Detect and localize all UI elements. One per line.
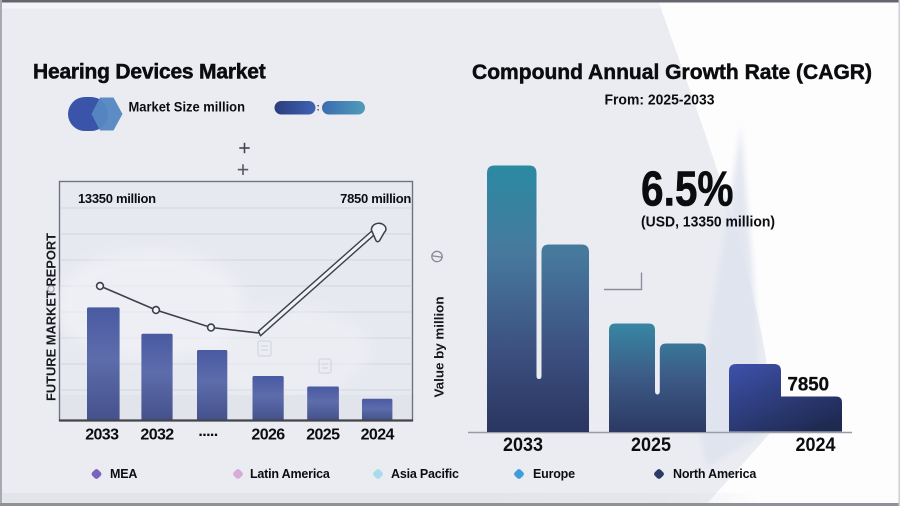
svg-text:6.5%: 6.5% (641, 163, 734, 217)
svg-text:2033: 2033 (85, 427, 119, 444)
svg-text:2024: 2024 (796, 434, 836, 456)
svg-text:Europe: Europe (533, 467, 575, 481)
svg-text:Latin America: Latin America (250, 467, 331, 481)
svg-text:Compound Annual Growth Rate (C: Compound Annual Growth Rate (CAGR) (472, 60, 872, 84)
svg-text:(USD, 13350 million): (USD, 13350 million) (641, 214, 775, 231)
svg-text:2025: 2025 (306, 427, 340, 444)
svg-text:13350 million: 13350 million (78, 191, 156, 206)
svg-text:2026: 2026 (251, 427, 285, 444)
svg-text:7850: 7850 (788, 375, 830, 396)
svg-text:Market Size million: Market Size million (129, 100, 246, 115)
svg-text:North America: North America (673, 467, 757, 481)
svg-text:Asia Pacific: Asia Pacific (391, 467, 459, 481)
svg-text:.....: ..... (198, 423, 217, 440)
svg-text:MEA: MEA (110, 467, 137, 481)
svg-text:Value by million: Value by million (433, 297, 447, 398)
svg-text:2025: 2025 (631, 434, 671, 456)
svg-text::: : (317, 103, 320, 114)
svg-text:7850 million: 7850 million (340, 191, 411, 206)
svg-text:2032: 2032 (140, 427, 174, 444)
svg-text:2024: 2024 (361, 427, 395, 444)
svg-text:From: 2025-2033: From: 2025-2033 (605, 93, 715, 109)
svg-text:FUTURE MARKET REPORT: FUTURE MARKET REPORT (45, 233, 59, 401)
svg-text:2033: 2033 (503, 434, 543, 456)
svg-text:Hearing Devices Market: Hearing Devices Market (33, 61, 266, 84)
